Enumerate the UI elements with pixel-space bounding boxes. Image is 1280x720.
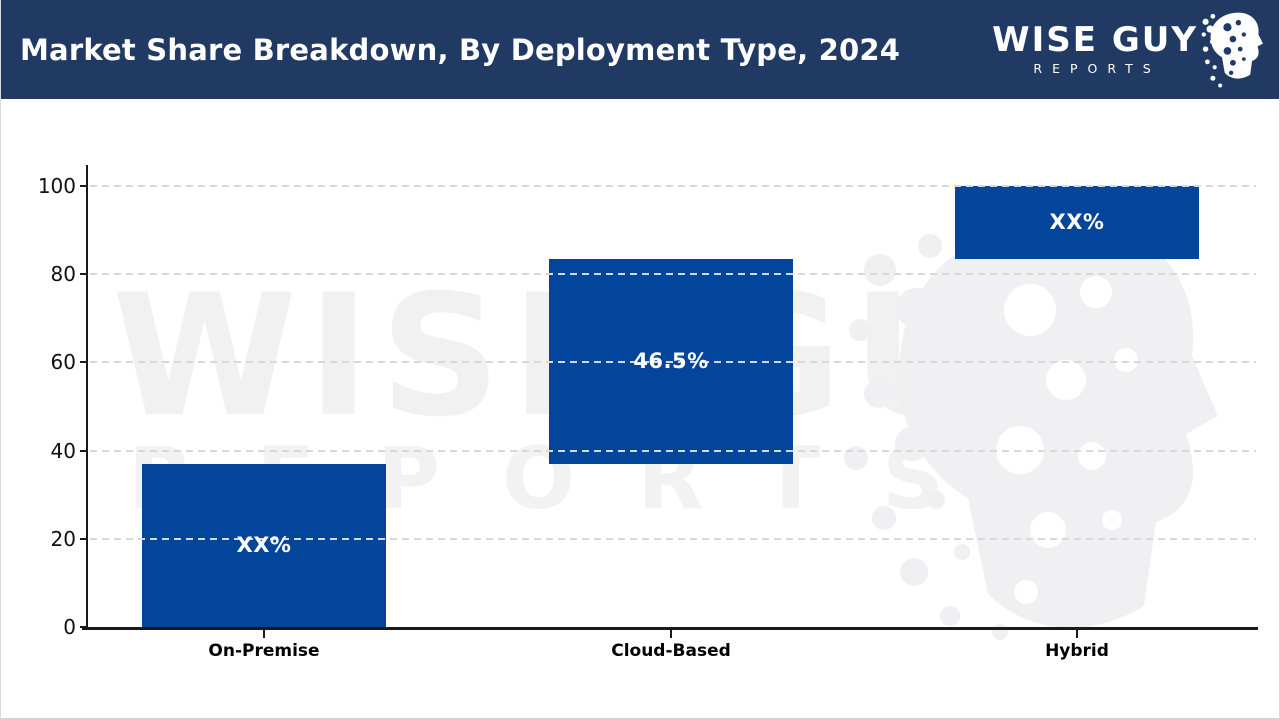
bar-value-label-1: XX% (236, 533, 292, 558)
y-tick-label-40: 40 (50, 438, 76, 463)
x-tick-1 (263, 630, 265, 638)
x-axis-spine (82, 627, 1258, 630)
x-category-label-2: Cloud-Based (611, 641, 731, 661)
y-axis-spine (86, 165, 88, 630)
watermark-face-icon (844, 220, 1218, 640)
brand-face-icon (1201, 12, 1263, 88)
brand-logo-name: WISE GUY (992, 20, 1198, 61)
gridline-y-40 (90, 449, 1256, 452)
gridline-y-20 (90, 537, 1256, 540)
y-tick-label-80: 80 (50, 262, 76, 287)
gridline-y-60 (90, 361, 1256, 364)
bar-hybrid (955, 186, 1199, 259)
y-tick-label-0: 0 (63, 615, 76, 639)
header-banner: Market Share Breakdown, By Deployment Ty… (0, 0, 1280, 99)
x-category-label-1: On-Premise (208, 641, 320, 661)
x-category-label-3: Hybrid (1045, 641, 1109, 661)
y-tick-20 (80, 537, 88, 540)
bar-on-premise (142, 463, 386, 627)
x-tick-2 (670, 630, 672, 638)
brand-logo-subtitle: REPORTS (1033, 60, 1161, 76)
bar-value-label-3: XX% (1049, 210, 1105, 235)
y-tick-100 (80, 185, 88, 187)
brand-logo: WISE GUY REPORTS (992, 9, 1264, 91)
gridline-y-80 (90, 273, 1256, 276)
y-tick-40 (80, 449, 88, 452)
bar-cloud-based (549, 258, 793, 464)
y-tick-80 (80, 273, 88, 276)
y-tick-label-60: 60 (50, 350, 76, 375)
chart-title: Market Share Breakdown, By Deployment Ty… (20, 32, 901, 67)
y-tick-label-20: 20 (50, 526, 76, 551)
x-tick-3 (1076, 630, 1078, 638)
brand-logo-text: WISE GUY REPORTS (992, 20, 1198, 76)
bar-value-label-2: 46.5% (633, 349, 709, 374)
y-tick-label-100: 100 (37, 174, 76, 198)
gridline-y-100 (90, 185, 1256, 187)
y-tick-60 (80, 361, 88, 364)
